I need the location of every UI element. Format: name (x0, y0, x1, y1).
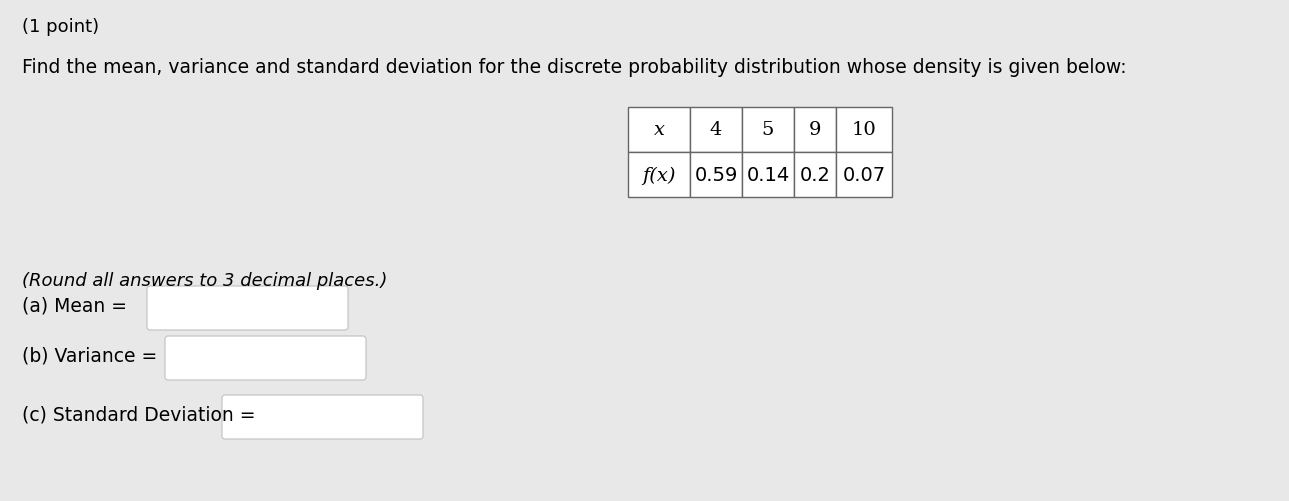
Bar (628, 153, 690, 197)
FancyBboxPatch shape (147, 287, 348, 330)
Text: (c) Standard Deviation =: (c) Standard Deviation = (22, 405, 255, 424)
Text: 4: 4 (710, 121, 722, 139)
Bar (794, 153, 837, 197)
Text: 5: 5 (762, 121, 775, 139)
Text: f(x): f(x) (642, 166, 675, 184)
FancyBboxPatch shape (165, 336, 366, 380)
Bar (742, 108, 794, 153)
Bar (794, 108, 837, 153)
Bar (837, 108, 892, 153)
Text: 0.59: 0.59 (695, 166, 737, 185)
Text: 9: 9 (808, 121, 821, 139)
Text: (a) Mean =: (a) Mean = (22, 296, 128, 315)
Text: 10: 10 (852, 121, 877, 139)
Bar (837, 153, 892, 197)
Text: x: x (654, 121, 665, 139)
Text: 0.2: 0.2 (799, 166, 830, 185)
Text: 0.07: 0.07 (843, 166, 886, 185)
Text: (1 point): (1 point) (22, 18, 99, 36)
FancyBboxPatch shape (222, 395, 423, 439)
Text: 0.14: 0.14 (746, 166, 790, 185)
Bar (690, 108, 742, 153)
Text: Find the mean, variance and standard deviation for the discrete probability dist: Find the mean, variance and standard dev… (22, 58, 1127, 77)
Bar (742, 153, 794, 197)
Bar (628, 108, 690, 153)
Bar (690, 153, 742, 197)
Text: (Round all answers to 3 decimal places.): (Round all answers to 3 decimal places.) (22, 272, 388, 290)
Text: (b) Variance =: (b) Variance = (22, 346, 157, 365)
